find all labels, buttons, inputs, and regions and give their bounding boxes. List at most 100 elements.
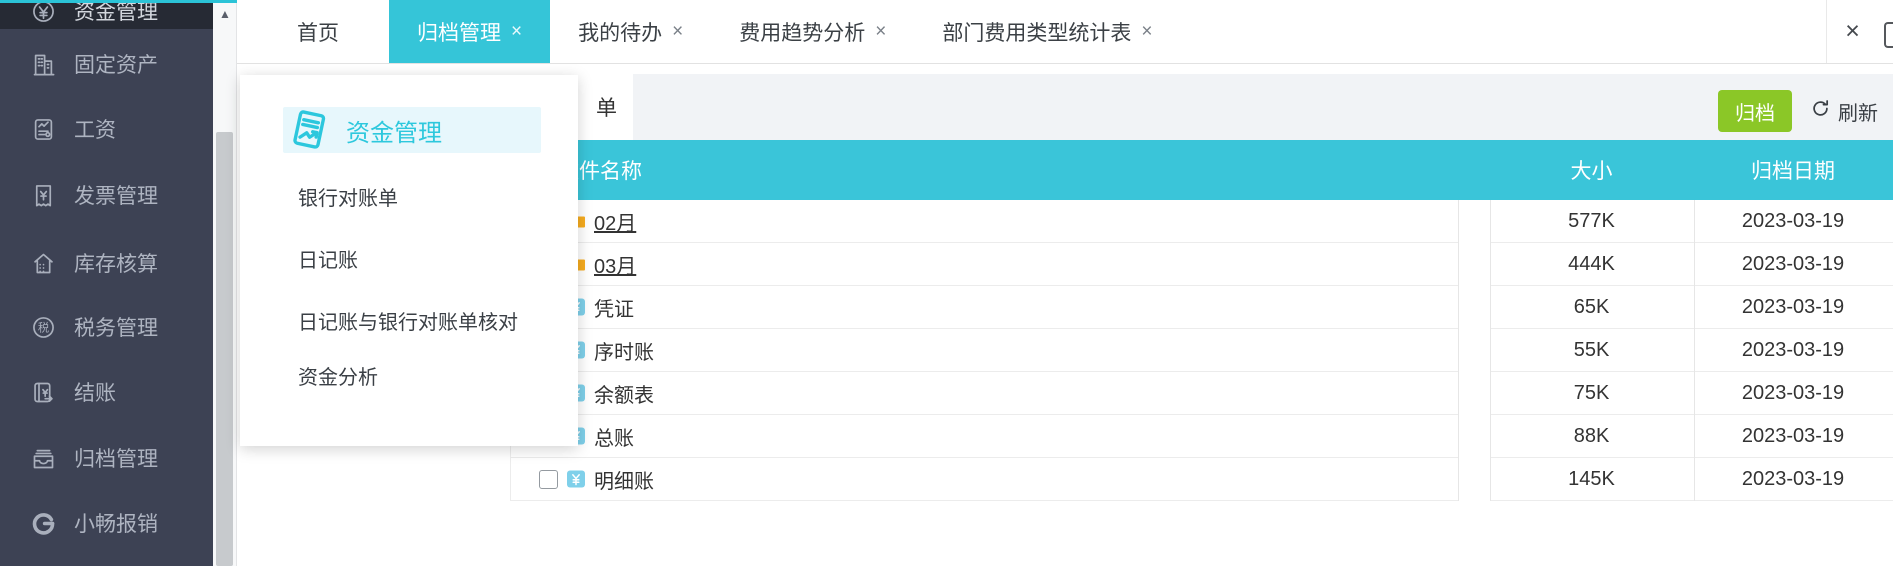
archive-date-cell: 2023-03-19 — [1693, 458, 1893, 501]
archive-date-cell: 2023-03-19 — [1693, 286, 1893, 329]
sidebar-item-label: 库存核算 — [74, 253, 158, 276]
archive-date-cell: 2023-03-19 — [1693, 415, 1893, 458]
tab-strip: 首页 × 归档管理 × 我的待办 × 费用趋势分析 × 部门费用类型统计表 × — [247, 0, 1180, 63]
flyout-menu-item[interactable]: 日记账 — [298, 238, 358, 278]
table-row[interactable]: 凭证 65K 2023-03-19 — [511, 286, 1893, 329]
archive-date-cell: 2023-03-19 — [1693, 329, 1893, 372]
scrollbar-thumb[interactable] — [216, 132, 233, 566]
fixed-assets-icon — [30, 51, 57, 78]
column-header-date[interactable]: 归档日期 — [1751, 160, 1835, 183]
page-tab[interactable]: 费用趋势分析 × — [711, 0, 914, 63]
column-divider — [1694, 200, 1695, 501]
sidebar-item-fund[interactable]: 资金管理 — [0, 0, 213, 29]
tab-label: 首页 — [297, 21, 339, 45]
page-tab[interactable]: 归档管理 × — [389, 0, 551, 63]
sidebar-item-salary[interactable]: 工资 — [0, 109, 213, 149]
flyout-menu-item-label: 银行对账单 — [298, 187, 398, 210]
sidebar-item-invoice[interactable]: 发票管理 — [0, 175, 213, 215]
sidebar: 资金管理 固定资产 工资 发票管理 库存核算 税 税务管理 结账 — [0, 0, 213, 566]
sidebar-item-label: 小畅报销 — [74, 513, 158, 536]
table-row[interactable]: 02月 577K 2023-03-19 — [511, 200, 1893, 243]
file-size-cell: 88K — [1490, 415, 1693, 458]
row-gap — [1458, 243, 1490, 286]
table-body: 02月 577K 2023-03-19 03月 444K 2023-03-19 … — [510, 200, 1893, 501]
file-name-cell: 序时账 — [511, 329, 1458, 372]
top-accent-strip — [0, 0, 237, 3]
flyout-menu-item-label: 日记账 — [298, 249, 358, 272]
svg-text:税: 税 — [38, 320, 49, 334]
table-header: 文件名称 大小 归档日期 — [510, 140, 1893, 200]
row-gap — [1458, 372, 1490, 415]
sidebar-item-xiaochang[interactable]: 小畅报销 — [0, 503, 213, 543]
file-size-cell: 75K — [1490, 372, 1693, 415]
sidebar-item-label: 归档管理 — [74, 448, 158, 471]
file-name-link[interactable]: 总账 — [594, 427, 634, 450]
row-gap — [1458, 415, 1490, 458]
sidebar-item-archive[interactable]: 归档管理 — [0, 438, 213, 478]
page-tab[interactable]: 我的待办 × — [550, 0, 711, 63]
refresh-icon — [1810, 98, 1831, 125]
tab-label: 我的待办 — [578, 21, 663, 45]
sidebar-item-label: 税务管理 — [74, 317, 158, 340]
fund-management-icon — [287, 108, 332, 153]
row-gap — [1458, 458, 1490, 501]
file-name-link[interactable]: 凭证 — [594, 298, 634, 321]
close-tabs-button[interactable]: × — [1826, 0, 1878, 63]
file-name-link[interactable]: 余额表 — [594, 384, 654, 407]
sidebar-scrollbar[interactable]: ▲ — [213, 0, 237, 566]
table-row[interactable]: 余额表 75K 2023-03-19 — [511, 372, 1893, 415]
table-row[interactable]: 总账 88K 2023-03-19 — [511, 415, 1893, 458]
table-row[interactable]: 序时账 55K 2023-03-19 — [511, 329, 1893, 372]
tab-bar: 首页 × 归档管理 × 我的待办 × 费用趋势分析 × 部门费用类型统计表 × — [237, 0, 1893, 64]
flyout-menu-item[interactable]: 资金分析 — [298, 355, 378, 395]
tab-label: 部门费用类型统计表 — [942, 21, 1132, 45]
table-row[interactable]: 明细账 145K 2023-03-19 — [511, 458, 1893, 501]
file-name-cell: 02月 — [511, 200, 1458, 243]
tab-close-icon[interactable]: × — [672, 21, 684, 42]
sidebar-item-fixed-assets[interactable]: 固定资产 — [0, 44, 213, 84]
sidebar-item-closing[interactable]: 结账 — [0, 372, 213, 412]
column-divider — [1490, 200, 1491, 501]
file-name-link[interactable]: 02月 — [594, 212, 637, 235]
close-icon: × — [1845, 17, 1860, 45]
row-gap — [1458, 329, 1490, 372]
file-size-cell: 55K — [1490, 329, 1693, 372]
tab-close-icon[interactable]: × — [511, 21, 523, 42]
page-tab[interactable]: 首页 × — [247, 0, 389, 63]
column-header-filename[interactable]: 文件名称 — [558, 160, 642, 183]
tab-close-icon[interactable]: × — [875, 21, 887, 42]
flyout-title: 资金管理 — [346, 119, 442, 147]
row-gap — [1458, 286, 1490, 329]
refresh-button[interactable]: 刷新 — [1810, 90, 1878, 132]
file-name-link[interactable]: 03月 — [594, 255, 637, 278]
table-row[interactable]: 03月 444K 2023-03-19 — [511, 243, 1893, 286]
flyout-menu-item[interactable]: 日记账与银行对账单核对 — [298, 300, 518, 340]
column-header-size[interactable]: 大小 — [1570, 160, 1613, 183]
tax-icon: 税 — [30, 314, 57, 341]
sidebar-selected-clip[interactable]: 资金管理 — [0, 0, 213, 29]
tab-label: 费用趋势分析 — [739, 21, 866, 45]
sidebar-item-label: 工资 — [74, 119, 116, 142]
file-size-cell: 145K — [1490, 458, 1693, 501]
file-name-link[interactable]: 序时账 — [594, 341, 654, 364]
tab-close-icon[interactable]: × — [1141, 21, 1153, 42]
clipped-edge-icon — [1884, 22, 1893, 48]
file-name-link[interactable]: 明细账 — [594, 470, 654, 493]
row-checkbox[interactable] — [539, 469, 558, 489]
tab-label: 归档管理 — [417, 21, 501, 45]
sidebar-item-label: 固定资产 — [74, 54, 158, 77]
scrollbar-up-arrow-icon[interactable]: ▲ — [219, 7, 231, 21]
closing-icon — [30, 379, 57, 406]
page-tab[interactable]: 部门费用类型统计表 × — [914, 0, 1180, 63]
sidebar-item-label: 结账 — [74, 382, 116, 405]
archive-button[interactable]: 归档 — [1718, 90, 1792, 132]
flyout-menu-item[interactable]: 银行对账单 — [298, 176, 398, 216]
flyout-header[interactable]: 资金管理 — [283, 107, 541, 153]
archive-date-cell: 2023-03-19 — [1693, 372, 1893, 415]
sidebar-item-tax[interactable]: 税 税务管理 — [0, 307, 213, 347]
file-name-cell: 凭证 — [511, 286, 1458, 329]
sidebar-item-inventory[interactable]: 库存核算 — [0, 243, 213, 283]
file-name-cell: 明细账 — [511, 458, 1458, 501]
file-name-cell: 总账 — [511, 415, 1458, 458]
